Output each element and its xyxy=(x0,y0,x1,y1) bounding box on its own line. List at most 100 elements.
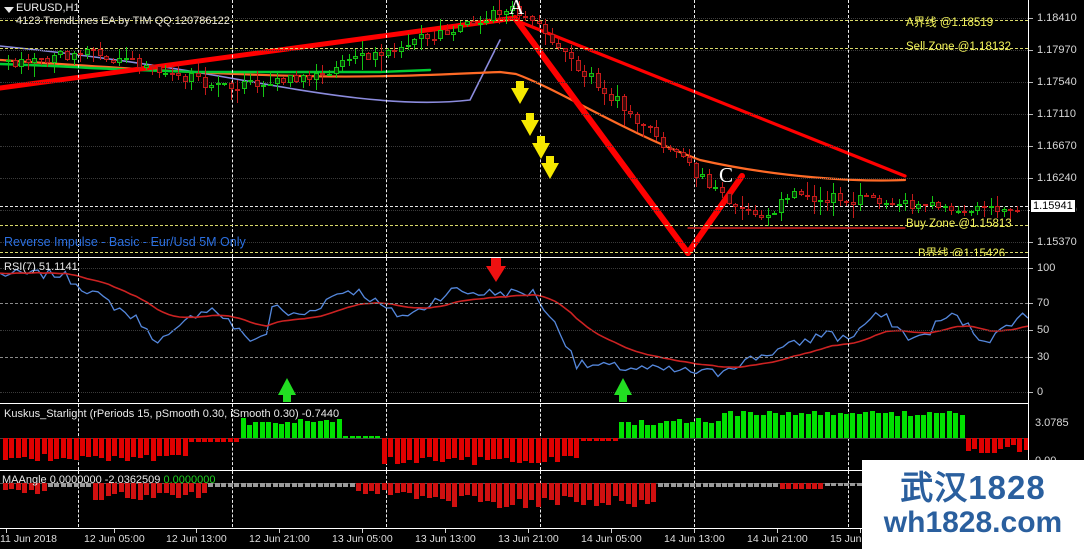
maangle-bar xyxy=(625,483,631,505)
candle-body xyxy=(268,84,273,87)
chevron-down-icon[interactable] xyxy=(4,7,14,13)
candle-wick xyxy=(505,9,507,24)
candle-body xyxy=(942,206,948,209)
price-chart-pane[interactable] xyxy=(0,0,1028,257)
kuskus-bar xyxy=(227,438,233,443)
kuskus-bar xyxy=(311,422,317,438)
maangle-bar xyxy=(484,483,490,501)
candle-body xyxy=(929,201,935,207)
rsi-buy-arrow-stem xyxy=(283,394,291,402)
candle-wick xyxy=(473,15,475,26)
price-scale[interactable]: 1.18410 1.17970 1.17540 1.17110 1.16670 1.162… xyxy=(1028,0,1084,527)
kuskus-bar xyxy=(490,438,496,459)
candle-body xyxy=(687,157,693,164)
rsi-pane[interactable] xyxy=(0,258,1028,402)
maangle-bar xyxy=(670,483,676,487)
kuskus-starlight-pane[interactable] xyxy=(0,404,1028,470)
kuskus-bar xyxy=(959,414,965,438)
kuskus-bar xyxy=(272,422,278,438)
kuskus-bar xyxy=(413,438,419,464)
rsi-buy-arrow xyxy=(614,378,632,395)
candle-body xyxy=(811,196,817,203)
kuskus-bar xyxy=(298,418,304,438)
kuskus-bar xyxy=(516,438,522,463)
price-scale-tick xyxy=(1029,82,1033,83)
candle-wick xyxy=(649,125,651,134)
maangle-bar xyxy=(221,483,227,487)
candle-body xyxy=(765,214,771,219)
kuskus-bar xyxy=(927,411,933,438)
candle-body xyxy=(457,25,463,33)
kuskus-bar xyxy=(786,412,792,438)
maangle-bar xyxy=(587,483,593,500)
candle-body xyxy=(6,60,11,63)
kuskus-bar xyxy=(375,435,381,438)
time-axis-tick xyxy=(362,529,363,533)
kuskus-bar xyxy=(28,438,34,460)
candle-body xyxy=(647,126,653,129)
price-scale-label: 1.15370 xyxy=(1037,236,1077,248)
sell-signal-arrow-stem xyxy=(537,136,545,144)
time-axis-tick xyxy=(114,529,115,533)
maangle-bar xyxy=(202,483,208,493)
kuskus-bar xyxy=(561,438,567,457)
candle-body xyxy=(1001,208,1007,213)
candle-body xyxy=(824,199,830,203)
candle-body xyxy=(995,206,1001,213)
maangle-bar xyxy=(227,483,233,487)
kuskus-bar xyxy=(728,410,734,438)
kuskus-bar xyxy=(773,412,779,438)
pane-separator xyxy=(0,470,1084,471)
kuskus-bar xyxy=(542,438,548,463)
ma-angle-pane[interactable] xyxy=(0,471,1028,527)
candle-wick xyxy=(40,57,42,66)
buy-zone-label: Buy Zone @1.15813 xyxy=(906,218,1012,230)
maangle-bar xyxy=(529,483,535,501)
kuskus-bar xyxy=(580,438,586,442)
maangle-bar xyxy=(266,483,272,487)
kuskus-bar xyxy=(497,438,503,459)
kuskus-bar xyxy=(548,438,554,457)
candle-body xyxy=(84,48,90,55)
candle-body xyxy=(582,70,588,78)
kuskus-bar xyxy=(240,418,246,438)
kuskus-bar xyxy=(291,423,297,438)
kuskus-scale-label: 3.0785 xyxy=(1035,417,1069,429)
candle-body xyxy=(615,95,621,101)
maangle-bar xyxy=(651,483,657,503)
maangle-bar xyxy=(105,483,111,497)
maangle-bar xyxy=(60,483,66,487)
maangle-bar xyxy=(118,483,124,492)
kuskus-bar xyxy=(221,438,227,443)
maangle-bar xyxy=(542,483,548,499)
time-axis-label: 12 Jun 21:00 xyxy=(249,533,310,545)
maangle-bar xyxy=(445,483,451,502)
candle-body xyxy=(156,65,162,73)
candle-wick xyxy=(479,16,481,34)
price-overlay xyxy=(0,15,907,256)
maangle-bar xyxy=(728,483,734,487)
candle-body xyxy=(857,194,863,206)
day-separator xyxy=(848,0,849,257)
candle-body xyxy=(837,192,843,201)
candle-body xyxy=(516,6,522,16)
kuskus-bar xyxy=(112,438,118,457)
kuskus-bar xyxy=(824,411,830,438)
candle-body xyxy=(78,53,84,56)
candle-body xyxy=(752,210,758,216)
day-separator xyxy=(78,0,79,257)
maangle-bar xyxy=(465,483,471,496)
price-gridline xyxy=(0,242,1028,243)
kuskus-bar xyxy=(882,412,888,438)
candle-body xyxy=(909,199,915,209)
kuskus-bar xyxy=(330,421,336,438)
candle-body xyxy=(818,199,824,203)
maangle-bar xyxy=(157,483,163,494)
candle-body xyxy=(38,57,44,60)
kuskus-bar xyxy=(279,424,285,438)
maangle-bar xyxy=(741,483,747,487)
watermark-logo: 武汉1828 wh1828.com xyxy=(862,460,1084,549)
kuskus-bar xyxy=(792,415,798,438)
maangle-bar xyxy=(760,483,766,487)
kuskus-bar xyxy=(150,438,156,461)
